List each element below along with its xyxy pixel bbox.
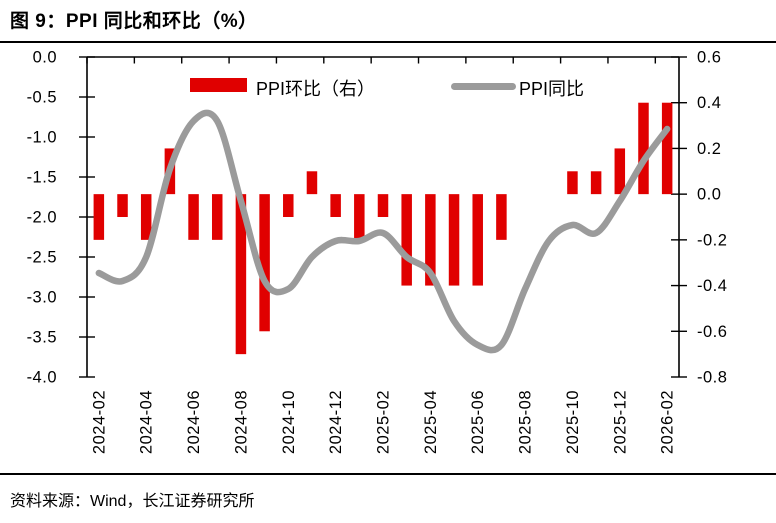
bar-2025-04 (425, 194, 436, 286)
x-axis-label: 2024-08 (232, 390, 250, 454)
bar-2025-05 (448, 194, 460, 286)
left-axis-label: -4.0 (27, 369, 57, 387)
bar-2024-08 (235, 194, 247, 355)
left-axis-label: -1.0 (27, 129, 57, 147)
right-axis-label: -0.6 (697, 323, 727, 341)
left-axis-label: 0.0 (33, 49, 57, 67)
right-axis-label: 0.6 (697, 49, 721, 67)
legend-bar-swatch (190, 78, 247, 92)
left-axis-label: -3.0 (27, 289, 57, 307)
right-axis-label: -0.8 (697, 369, 727, 387)
bar-2025-02 (377, 194, 389, 217)
right-axis-label: 0.2 (697, 140, 721, 158)
left-axis-label: -0.5 (27, 89, 57, 107)
left-axis-label: -3.5 (27, 329, 57, 347)
ppi-yoy-line (95, 109, 671, 354)
bar-2025-12 (614, 148, 626, 195)
right-axis-label: 0.4 (697, 94, 721, 112)
bar-2024-09 (259, 194, 270, 332)
x-axis-label: 2024-06 (185, 390, 203, 454)
x-axis-label: 2025-08 (517, 390, 535, 454)
x-axis-label: 2025-02 (375, 390, 393, 454)
bar-2024-07 (211, 194, 223, 240)
bar-2025-01 (354, 194, 365, 240)
bar-2024-10 (283, 194, 294, 217)
figure-title: 图 9：PPI 同比和环比（%） (10, 11, 258, 32)
bar-2025-11 (590, 171, 602, 195)
bar-2024-12 (330, 194, 341, 217)
right-axis-label: -0.2 (697, 231, 727, 249)
title-divider (0, 41, 776, 43)
x-axis-label: 2024-04 (138, 390, 156, 454)
x-axis-label: 2025-12 (611, 390, 629, 454)
bar-2024-02 (93, 194, 105, 240)
bar-2024-03 (117, 194, 128, 217)
x-axis-label: 2026-02 (659, 390, 677, 454)
x-axis-label: 2025-04 (422, 390, 440, 454)
x-axis-label: 2025-10 (564, 390, 582, 454)
left-axis-label: -2.5 (27, 249, 57, 267)
right-axis-label: -0.4 (697, 277, 727, 295)
bar-2024-04 (140, 194, 152, 240)
bar-2025-06 (472, 194, 483, 286)
legend-line-swatch (451, 83, 516, 90)
bar-2025-10 (567, 171, 578, 195)
bar-2025-07 (496, 194, 507, 240)
left-axis-label: -2.0 (27, 209, 57, 227)
bar-2024-11 (306, 171, 318, 195)
bar-2024-06 (188, 194, 199, 240)
x-axis-label: 2024-02 (90, 390, 108, 454)
x-axis-label: 2024-12 (327, 390, 345, 454)
right-axis-label: 0.0 (697, 186, 721, 204)
bar-2026-02 (661, 102, 673, 195)
footer-divider (0, 473, 776, 475)
legend-line-label: PPI同比 (519, 79, 585, 99)
x-axis-label: 2025-06 (469, 390, 487, 454)
left-axis-label: -1.5 (27, 169, 57, 187)
x-axis-label: 2024-10 (280, 390, 298, 454)
bar-2026-01 (638, 102, 649, 195)
bar-2025-03 (401, 194, 412, 286)
source-note: 资料来源：Wind，长江证券研究所 (10, 493, 255, 510)
legend-bar-label: PPI环比（右） (256, 79, 376, 99)
